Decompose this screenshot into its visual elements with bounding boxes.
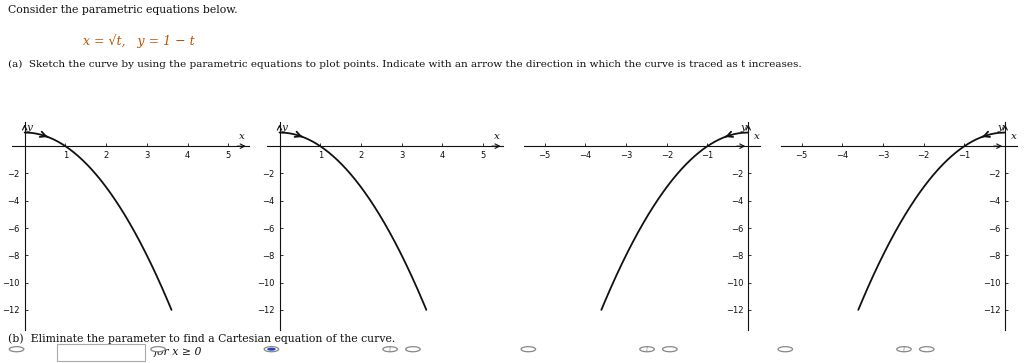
Text: for x ≥ 0: for x ≥ 0 [153, 347, 202, 357]
Text: x: x [1011, 132, 1017, 141]
Text: x: x [238, 132, 244, 141]
Text: i: i [388, 345, 392, 353]
Text: y: y [998, 123, 1003, 132]
Text: x: x [493, 132, 499, 141]
Text: y: y [741, 123, 746, 132]
Text: y: y [27, 123, 32, 132]
Text: Consider the parametric equations below.: Consider the parametric equations below. [8, 5, 238, 16]
Text: y: y [282, 123, 287, 132]
Text: i: i [902, 345, 905, 353]
Text: x: x [754, 132, 760, 141]
Text: i: i [645, 345, 649, 353]
Text: (a)  Sketch the curve by using the parametric equations to plot points. Indicate: (a) Sketch the curve by using the parame… [8, 60, 802, 69]
Text: (b)  Eliminate the parameter to find a Cartesian equation of the curve.: (b) Eliminate the parameter to find a Ca… [8, 333, 396, 344]
Text: x = √t,   y = 1 − t: x = √t, y = 1 − t [83, 34, 195, 48]
Text: i: i [134, 345, 137, 353]
